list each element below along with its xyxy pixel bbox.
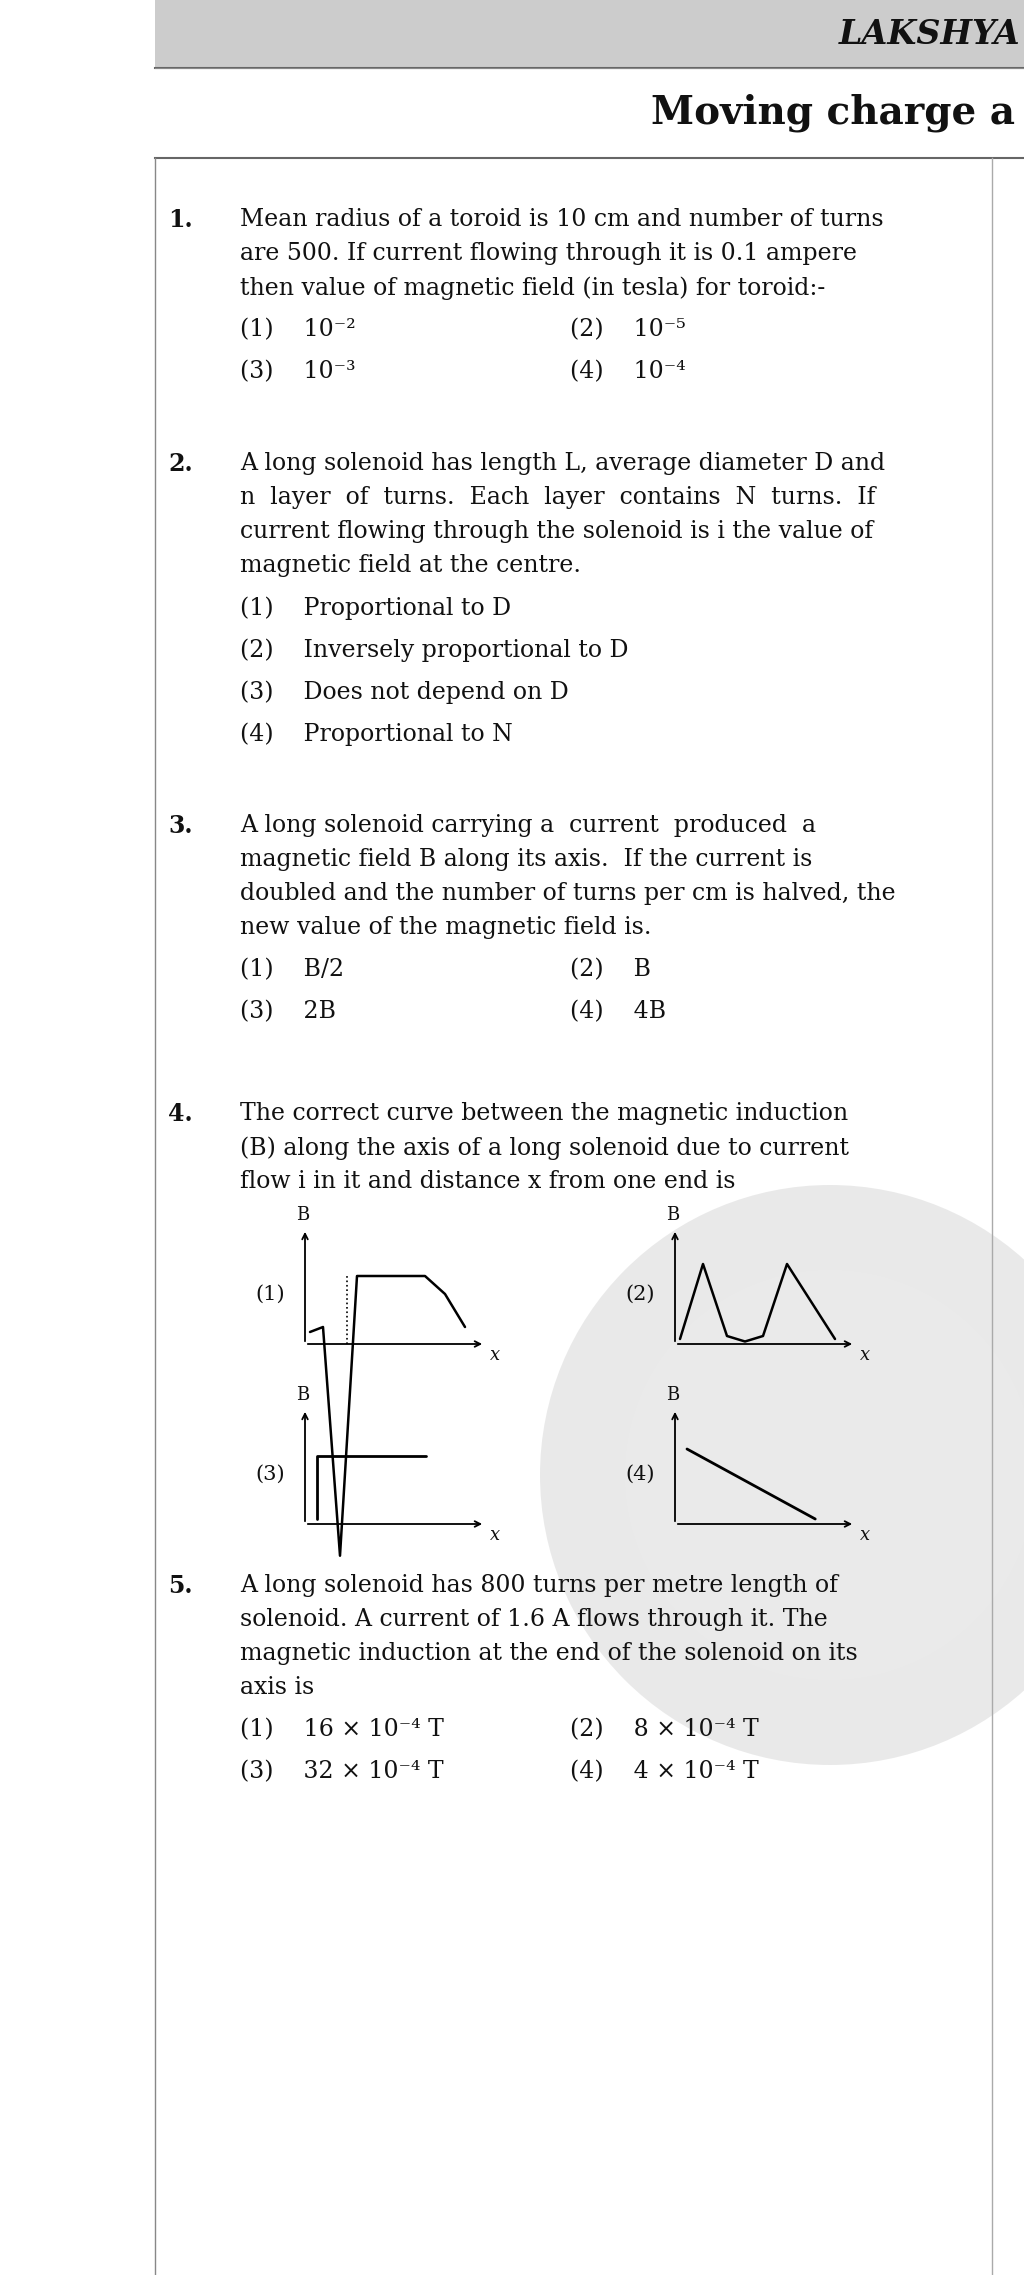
Text: 3.: 3. [168,814,193,837]
Text: are 500. If current flowing through it is 0.1 ampere: are 500. If current flowing through it i… [240,241,857,264]
Text: (1)    B/2: (1) B/2 [240,958,344,981]
Text: Moving charge a: Moving charge a [651,93,1015,132]
Text: LAKSHYA: LAKSHYA [839,18,1020,50]
Text: magnetic field B along its axis.  If the current is: magnetic field B along its axis. If the … [240,849,812,871]
Text: axis is: axis is [240,1677,314,1699]
Text: (1): (1) [255,1285,285,1304]
Text: The correct curve between the magnetic induction: The correct curve between the magnetic i… [240,1101,848,1126]
Text: (3): (3) [255,1465,285,1483]
Text: (4)    10⁻⁴: (4) 10⁻⁴ [570,359,686,382]
Text: 4.: 4. [168,1101,193,1126]
Text: 1.: 1. [168,207,193,232]
Text: A long solenoid has 800 turns per metre length of: A long solenoid has 800 turns per metre … [240,1574,838,1597]
Text: (2)    8 × 10⁻⁴ T: (2) 8 × 10⁻⁴ T [570,1718,759,1740]
Text: B: B [667,1206,680,1224]
Text: (B) along the axis of a long solenoid due to current: (B) along the axis of a long solenoid du… [240,1135,849,1160]
Text: (4)    4 × 10⁻⁴ T: (4) 4 × 10⁻⁴ T [570,1761,759,1784]
Text: Mean radius of a toroid is 10 cm and number of turns: Mean radius of a toroid is 10 cm and num… [240,207,884,232]
Text: (1)    Proportional to D: (1) Proportional to D [240,596,511,619]
Text: (1)    10⁻²: (1) 10⁻² [240,319,355,341]
Text: n  layer  of  turns.  Each  layer  contains  N  turns.  If: n layer of turns. Each layer contains N … [240,487,876,510]
Text: 5.: 5. [168,1574,193,1597]
Text: (1)    16 × 10⁻⁴ T: (1) 16 × 10⁻⁴ T [240,1718,443,1740]
Text: current flowing through the solenoid is i the value of: current flowing through the solenoid is … [240,521,873,544]
Text: x: x [860,1347,870,1365]
Text: solenoid. A current of 1.6 A flows through it. The: solenoid. A current of 1.6 A flows throu… [240,1608,827,1631]
Bar [155,0,1024,68]
Text: B: B [296,1385,309,1404]
Text: (2)    10⁻⁵: (2) 10⁻⁵ [570,319,686,341]
Circle shape [540,1185,1024,1765]
Text: (3)    32 × 10⁻⁴ T: (3) 32 × 10⁻⁴ T [240,1761,443,1784]
Text: A long solenoid carrying a  current  produced  a: A long solenoid carrying a current produ… [240,814,816,837]
Text: 2.: 2. [168,453,193,475]
Text: (3)    2B: (3) 2B [240,1001,336,1024]
Text: x: x [490,1527,500,1545]
Text: A long solenoid has length L, average diameter D and: A long solenoid has length L, average di… [240,453,885,475]
Text: x: x [490,1347,500,1365]
Text: (2)    Inversely proportional to D: (2) Inversely proportional to D [240,637,629,662]
Text: flow i in it and distance x from one end is: flow i in it and distance x from one end… [240,1169,735,1192]
Text: (4): (4) [625,1465,654,1483]
Text: (2)    B: (2) B [570,958,651,981]
Text: doubled and the number of turns per cm is halved, the: doubled and the number of turns per cm i… [240,883,896,905]
Text: (3)    10⁻³: (3) 10⁻³ [240,359,355,382]
Text: x: x [860,1527,870,1545]
Text: B: B [296,1206,309,1224]
Text: (3)    Does not depend on D: (3) Does not depend on D [240,680,568,703]
Circle shape [625,1269,1024,1679]
Text: new value of the magnetic field is.: new value of the magnetic field is. [240,917,651,940]
Text: magnetic field at the centre.: magnetic field at the centre. [240,555,581,578]
Text: then value of magnetic field (in tesla) for toroid:-: then value of magnetic field (in tesla) … [240,275,825,300]
Text: B: B [667,1385,680,1404]
Text: (4)    Proportional to N: (4) Proportional to N [240,721,513,746]
Text: (2): (2) [625,1285,654,1304]
Text: magnetic induction at the end of the solenoid on its: magnetic induction at the end of the sol… [240,1643,858,1665]
Text: (4)    4B: (4) 4B [570,1001,667,1024]
